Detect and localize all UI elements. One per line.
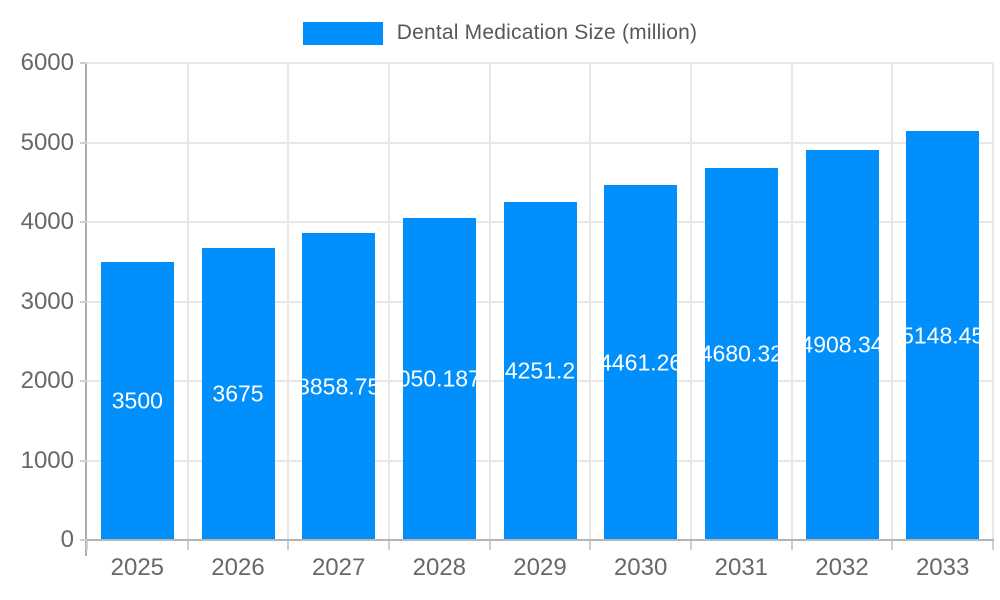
x-axis-tick-label: 2026	[211, 554, 265, 581]
x-axis-tick-label: 2031	[714, 554, 769, 581]
bar[interactable]: 4251.2	[503, 202, 577, 540]
x-axis-tick-label: 2029	[513, 554, 567, 581]
v-gridline	[690, 63, 692, 540]
x-tick-mark	[992, 541, 994, 550]
y-axis-tick-label: 5000	[20, 128, 74, 156]
bar[interactable]: 3500	[100, 262, 174, 540]
y-axis-tick-label: 6000	[20, 49, 74, 76]
bar[interactable]: 3858.75	[302, 233, 376, 540]
x-axis-line	[80, 539, 994, 541]
h-gridline	[87, 62, 993, 64]
bar[interactable]: 4680.32	[704, 168, 778, 540]
x-axis-tick-label: 2030	[613, 554, 668, 581]
x-tick-mark	[891, 541, 894, 550]
legend-marker-icon	[302, 21, 383, 45]
v-gridline	[186, 63, 189, 540]
bar[interactable]: 5148.45	[906, 131, 980, 540]
legend[interactable]: Dental Medication Size (million)	[0, 18, 1000, 48]
bar-value-label: 5148.45	[906, 322, 980, 348]
bar-value-label: 3858.75	[302, 373, 376, 399]
v-gridline	[388, 63, 390, 540]
x-axis-tick-label: 2028	[412, 554, 467, 581]
y-axis-line	[85, 63, 87, 556]
x-tick-mark	[690, 541, 692, 550]
y-tick-mark	[80, 221, 87, 223]
x-axis-tick-label: 2033	[915, 554, 970, 581]
v-gridline	[790, 63, 793, 540]
bar[interactable]: 4908.34	[805, 150, 879, 540]
x-tick-mark	[86, 541, 88, 550]
v-gridline	[488, 63, 491, 540]
x-axis-tick-label: 2025	[110, 554, 165, 581]
v-gridline	[891, 63, 894, 540]
v-gridline	[589, 63, 592, 540]
x-tick-mark	[589, 541, 592, 550]
x-tick-mark	[287, 541, 290, 550]
y-axis-tick-label: 3000	[20, 287, 74, 315]
legend-label: Dental Medication Size (million)	[396, 21, 698, 44]
y-axis-tick-label: 0	[60, 526, 74, 553]
plot-area: 3500 3675 3858.75 4050.1875 4251.2 4461.26 468…	[87, 62, 994, 540]
x-tick-mark	[186, 541, 189, 550]
y-tick-mark	[80, 380, 87, 382]
bar-value-label: 4251.2	[504, 357, 576, 384]
h-gridline	[87, 141, 993, 144]
x-tick-mark	[388, 541, 390, 550]
x-axis-tick-label: 2027	[311, 554, 366, 581]
y-tick-mark	[80, 539, 87, 541]
bar[interactable]: 4461.26	[604, 185, 678, 540]
bar-value-label: 3500	[111, 387, 163, 414]
x-tick-mark	[790, 541, 793, 550]
y-axis-tick-label: 4000	[20, 208, 74, 235]
x-axis-tick-label: 2032	[815, 554, 869, 581]
bar-value-label: 4908.34	[805, 331, 879, 358]
y-axis-tick-label: 1000	[20, 446, 74, 474]
bar-value-label: 4461.26	[604, 349, 678, 375]
v-gridline	[992, 63, 994, 540]
y-tick-mark	[80, 62, 87, 64]
y-axis-tick-label: 2000	[20, 367, 74, 394]
bar[interactable]: 4050.1875	[402, 218, 476, 540]
y-tick-mark	[80, 300, 87, 303]
bar[interactable]: 3675	[201, 248, 275, 540]
y-tick-mark	[80, 141, 87, 144]
bar-value-label: 3675	[212, 380, 264, 407]
bar-value-label: 4680.32	[704, 340, 778, 367]
v-gridline	[287, 63, 290, 540]
y-tick-mark	[80, 459, 87, 462]
bar-value-label: 4050.1875	[402, 365, 476, 392]
x-tick-mark	[488, 541, 491, 550]
